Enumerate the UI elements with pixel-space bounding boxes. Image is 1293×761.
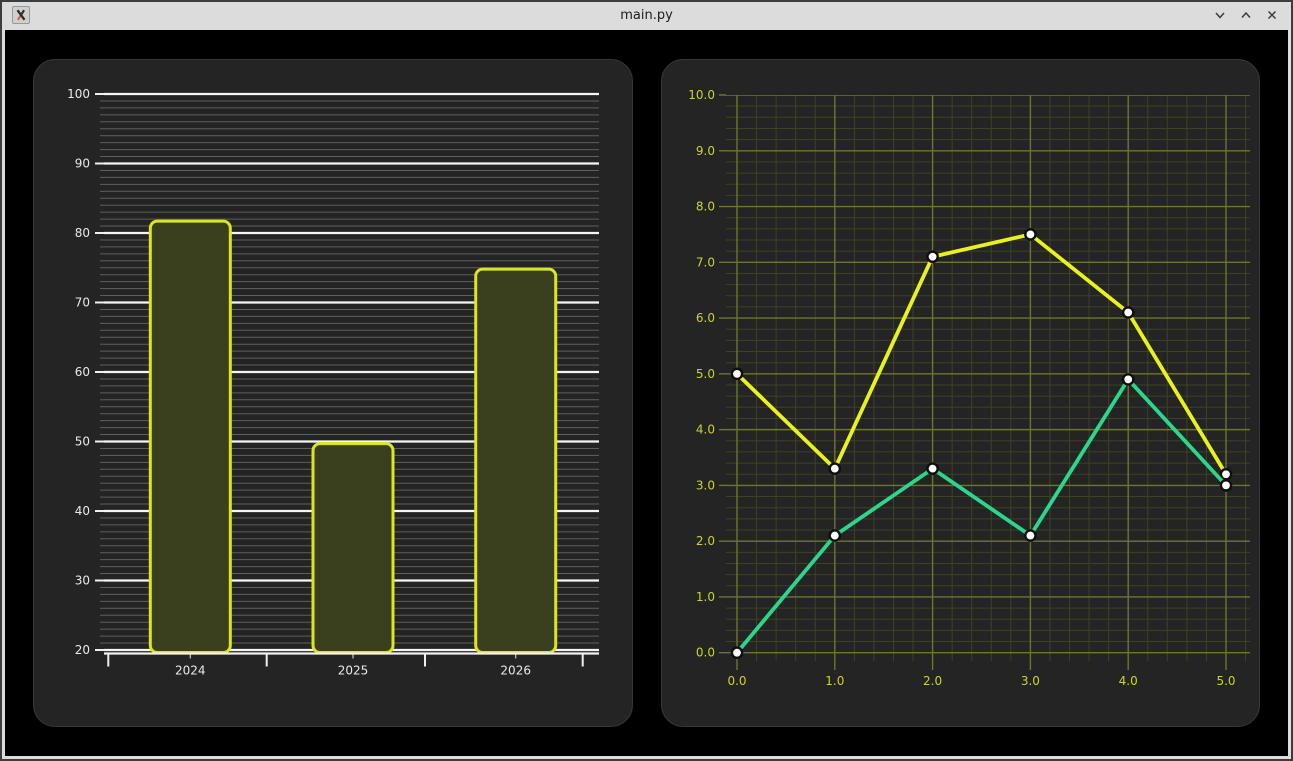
svg-text:3.0: 3.0 (1021, 674, 1040, 688)
svg-text:2.0: 2.0 (923, 674, 942, 688)
x11-logo-icon (12, 6, 30, 24)
svg-text:2.0: 2.0 (696, 534, 715, 548)
svg-text:100: 100 (67, 87, 90, 101)
svg-text:1.0: 1.0 (825, 674, 844, 688)
svg-text:5.0: 5.0 (1216, 674, 1235, 688)
svg-text:0.0: 0.0 (727, 674, 746, 688)
close-button[interactable] (1263, 6, 1281, 24)
line-chart-panel: 0.0 1.0 2.0 3.0 4.0 5.0 0.0 1.0 2.0 3.0 4.0 5.0 6.0 7… (661, 59, 1260, 727)
svg-text:2025: 2025 (338, 664, 369, 678)
svg-text:40: 40 (75, 504, 90, 518)
svg-text:2024: 2024 (175, 664, 206, 678)
svg-text:50: 50 (75, 435, 90, 449)
svg-text:70: 70 (75, 296, 90, 310)
svg-text:9.0: 9.0 (696, 144, 715, 158)
svg-text:4.0: 4.0 (1119, 674, 1138, 688)
svg-text:7.0: 7.0 (696, 255, 715, 269)
line-chart: 0.0 1.0 2.0 3.0 4.0 5.0 0.0 1.0 2.0 3.0 4.0 5.0 6.0 7… (688, 88, 1250, 688)
svg-text:8.0: 8.0 (696, 200, 715, 214)
svg-text:0.0: 0.0 (696, 646, 715, 660)
window-title: main.py (620, 7, 673, 23)
bar-chart-panel: 20 30 40 50 60 70 80 90 100 2024 2025 2026 (33, 59, 633, 727)
x-icon (1267, 10, 1277, 20)
maximize-button[interactable] (1237, 6, 1255, 24)
svg-text:20: 20 (75, 643, 90, 657)
svg-text:2026: 2026 (500, 664, 531, 678)
svg-text:10.0: 10.0 (688, 88, 715, 102)
svg-text:5.0: 5.0 (696, 367, 715, 381)
svg-text:4.0: 4.0 (696, 423, 715, 437)
svg-text:30: 30 (75, 574, 90, 588)
chevron-down-icon (1215, 12, 1225, 19)
titlebar[interactable]: main.py (2, 2, 1291, 28)
svg-text:60: 60 (75, 365, 90, 379)
svg-text:80: 80 (75, 226, 90, 240)
window-controls (1211, 2, 1281, 28)
chevron-up-icon (1241, 11, 1251, 18)
svg-text:90: 90 (75, 157, 90, 171)
svg-text:3.0: 3.0 (696, 478, 715, 492)
window-content: 20 30 40 50 60 70 80 90 100 2024 2025 2026 0.0 1.0 2.… (5, 30, 1288, 756)
bar-chart: 20 30 40 50 60 70 80 90 100 2024 2025 2026 (67, 87, 599, 678)
minimize-button[interactable] (1211, 6, 1229, 24)
svg-text:1.0: 1.0 (696, 590, 715, 604)
svg-text:6.0: 6.0 (696, 311, 715, 325)
